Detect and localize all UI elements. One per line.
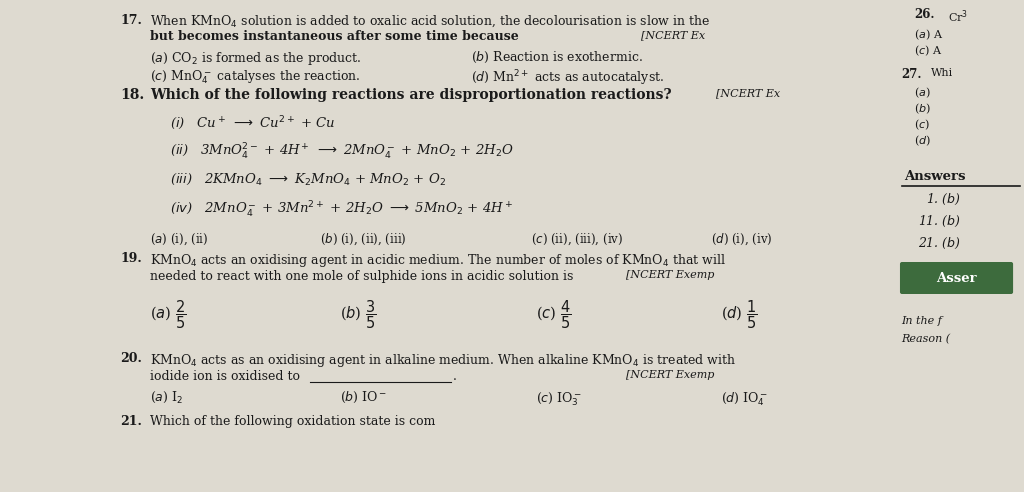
Text: [NCERT Exemp: [NCERT Exemp [626,370,714,380]
Text: ($d$) IO$_4^-$: ($d$) IO$_4^-$ [721,390,768,407]
Text: ($a$) A: ($a$) A [913,28,943,42]
Text: 18.: 18. [120,88,144,102]
Text: 11. ($b$): 11. ($b$) [918,214,961,229]
Text: KMnO$_4$ acts an oxidising agent in acidic medium. The number of moles of KMnO$_: KMnO$_4$ acts an oxidising agent in acid… [151,252,726,269]
Text: Asser: Asser [936,272,977,284]
Text: ($iii$)   2KMnO$_4$ $\longrightarrow$ K$_2$MnO$_4$ + MnO$_2$ + O$_2$: ($iii$) 2KMnO$_4$ $\longrightarrow$ K$_2… [170,172,446,187]
Text: ($c$) IO$_3^-$: ($c$) IO$_3^-$ [536,390,582,407]
Text: needed to react with one mole of sulphide ions in acidic solution is: needed to react with one mole of sulphid… [151,270,573,283]
Text: ($b$): ($b$) [913,102,931,117]
Text: Answers: Answers [904,170,966,183]
Text: ($a$) $\dfrac{2}{5}$: ($a$) $\dfrac{2}{5}$ [151,298,186,331]
Text: 20.: 20. [120,352,142,365]
Text: ($i$)   Cu$^+$ $\longrightarrow$ Cu$^{2+}$ + Cu: ($i$) Cu$^+$ $\longrightarrow$ Cu$^{2+}$… [170,114,336,132]
Text: ($c$) $\dfrac{4}{5}$: ($c$) $\dfrac{4}{5}$ [536,298,571,331]
Text: 26.: 26. [913,8,934,21]
Text: Which of the following reactions are disproportionation reactions?: Which of the following reactions are dis… [151,88,672,102]
Text: ($b$) (i), (ii), (iii): ($b$) (i), (ii), (iii) [321,232,407,247]
Text: Cr$^3$: Cr$^3$ [947,8,968,25]
Text: ($d$) (i), (iv): ($d$) (i), (iv) [711,232,772,247]
Text: ($a$) I$_2$: ($a$) I$_2$ [151,390,183,405]
Text: ($d$): ($d$) [913,134,931,149]
Text: When KMnO$_4$ solution is added to oxalic acid solution, the decolourisation is : When KMnO$_4$ solution is added to oxali… [151,14,711,30]
Text: In the f: In the f [901,316,942,326]
Text: 21. ($b$): 21. ($b$) [918,236,961,251]
Text: ($d$) $\dfrac{1}{5}$: ($d$) $\dfrac{1}{5}$ [721,298,758,331]
Text: Whi: Whi [931,68,953,78]
Text: .: . [453,370,457,383]
Text: ($a$) (i), (ii): ($a$) (i), (ii) [151,232,209,247]
Text: ($b$) Reaction is exothermic.: ($b$) Reaction is exothermic. [470,50,642,65]
Text: [NCERT Ex: [NCERT Ex [716,88,780,98]
Text: ($c$): ($c$) [913,118,930,132]
Text: 27.: 27. [901,68,922,81]
Text: [NCERT Exemp: [NCERT Exemp [626,270,714,280]
Text: ($c$) MnO$_4^-$ catalyses the reaction.: ($c$) MnO$_4^-$ catalyses the reaction. [151,68,360,86]
Text: ($c$) (ii), (iii), (iv): ($c$) (ii), (iii), (iv) [530,232,623,247]
Text: ($a$): ($a$) [913,86,931,100]
Text: Which of the following oxidation state is com: Which of the following oxidation state i… [151,415,435,428]
Text: Reason (: Reason ( [901,334,950,344]
Text: KMnO$_4$ acts as an oxidising agent in alkaline medium. When alkaline KMnO$_4$ i: KMnO$_4$ acts as an oxidising agent in a… [151,352,736,369]
Text: 21.: 21. [120,415,142,428]
Text: [NCERT Ex: [NCERT Ex [641,30,705,40]
Text: 17.: 17. [120,14,142,27]
FancyBboxPatch shape [900,262,1013,294]
Text: ($b$) $\dfrac{3}{5}$: ($b$) $\dfrac{3}{5}$ [340,298,377,331]
Text: ($iv$)   2MnO$_4^-$ + 3Mn$^{2+}$ + 2H$_2$O $\longrightarrow$ 5MnO$_2$ + 4H$^+$: ($iv$) 2MnO$_4^-$ + 3Mn$^{2+}$ + 2H$_2$O… [170,200,513,220]
Text: ($d$) Mn$^{2+}$ acts as autocatalyst.: ($d$) Mn$^{2+}$ acts as autocatalyst. [470,68,664,88]
Text: ($c$) A: ($c$) A [913,44,942,59]
Text: 1. ($b$): 1. ($b$) [926,192,961,207]
Text: but becomes instantaneous after some time because: but becomes instantaneous after some tim… [151,30,519,43]
Text: ($b$) IO$^-$: ($b$) IO$^-$ [340,390,387,405]
Text: ($ii$)   3MnO$_4^{2-}$ + 4H$^+$ $\longrightarrow$ 2MnO$_4^-$ + MnO$_2$ + 2H$_2$O: ($ii$) 3MnO$_4^{2-}$ + 4H$^+$ $\longrigh… [170,142,514,162]
Text: 19.: 19. [120,252,142,265]
Text: ($a$) CO$_2$ is formed as the product.: ($a$) CO$_2$ is formed as the product. [151,50,361,67]
Text: iodide ion is oxidised to: iodide ion is oxidised to [151,370,300,383]
